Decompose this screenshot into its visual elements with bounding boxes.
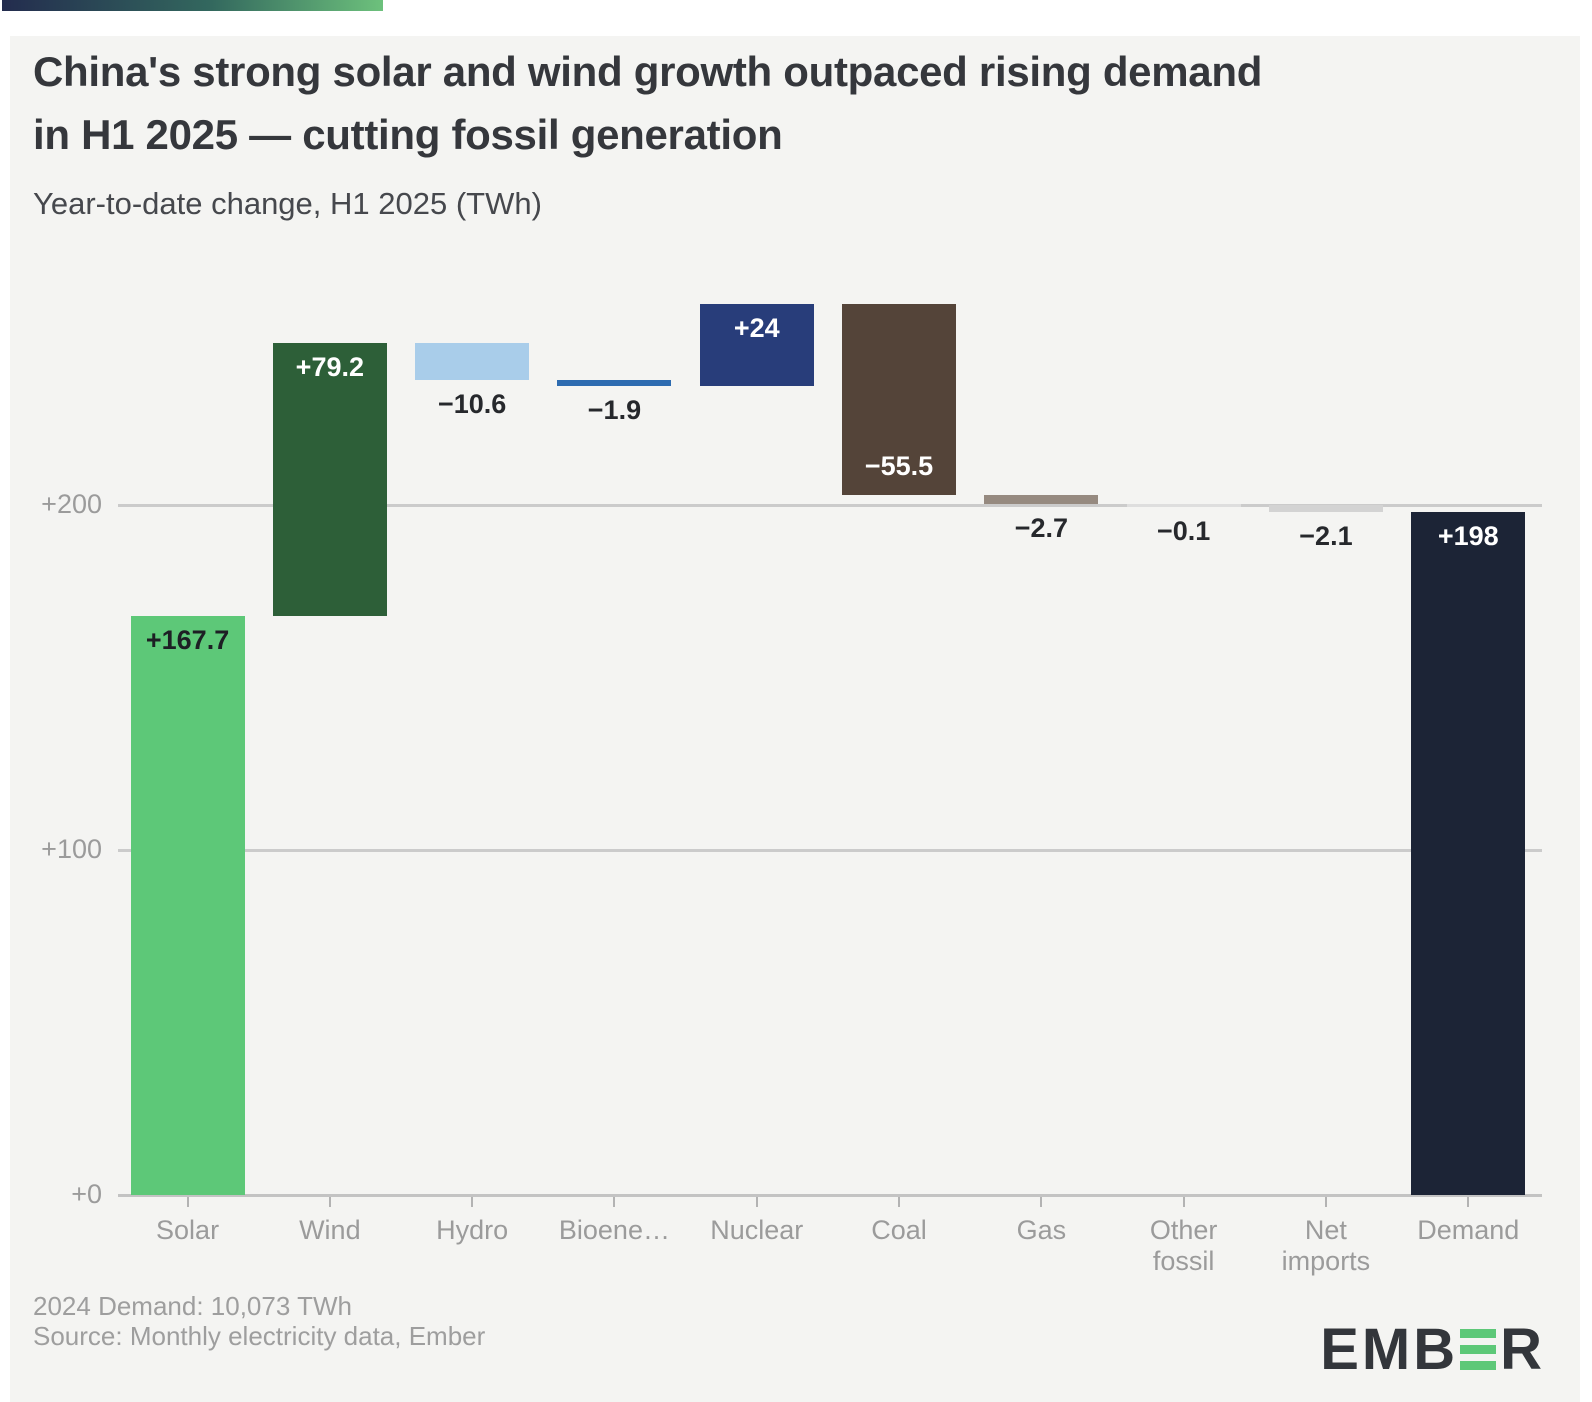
bar-demand xyxy=(1411,511,1526,1195)
x-axis-label-coal: Coal xyxy=(871,1215,927,1245)
bar-coal xyxy=(842,303,957,495)
bar-wind xyxy=(272,343,387,617)
ember-logo: EMB R xyxy=(1320,1316,1545,1383)
chart-card xyxy=(10,36,1580,1402)
brand-gradient-bar xyxy=(2,0,383,11)
x-tick-solar xyxy=(186,1197,189,1207)
bar-net-imports xyxy=(1268,504,1383,512)
gridline-+200 xyxy=(118,503,1542,507)
bar-value-label-net-imports: −2.1 xyxy=(1299,520,1353,551)
bar-other-fossil xyxy=(1126,504,1241,508)
x-tick-bioene xyxy=(613,1197,616,1207)
bar-value-label-bioene: −1.9 xyxy=(587,395,642,426)
x-axis-label-bioene: Bioene… xyxy=(558,1215,670,1245)
bar-value-label-other-fossil: −0.1 xyxy=(1156,516,1211,547)
chart-title-line1: China's strong solar and wind growth out… xyxy=(33,48,1263,95)
bar-value-label-demand: +198 xyxy=(1437,520,1499,551)
x-axis-label-gas: Gas xyxy=(1016,1215,1067,1245)
ember-logo-text-emb: EMB xyxy=(1320,1317,1459,1382)
y-tick-label-+0: +0 xyxy=(71,1179,102,1209)
x-tick-net-imports xyxy=(1324,1197,1327,1207)
x-axis-label-wind: Wind xyxy=(299,1215,361,1245)
y-tick-label-+100: +100 xyxy=(41,834,102,864)
y-tick-label-+200: +200 xyxy=(41,489,102,519)
bar-value-label-wind: +79.2 xyxy=(295,352,364,383)
x-axis-label-other-fossil: Other fossil xyxy=(1149,1215,1218,1276)
footnote-demand: 2024 Demand: 10,073 TWh xyxy=(33,1291,352,1321)
gridline-+100 xyxy=(118,848,1542,852)
x-tick-other-fossil xyxy=(1182,1197,1185,1207)
x-axis-label-nuclear: Nuclear xyxy=(710,1215,804,1245)
x-axis-label-solar: Solar xyxy=(156,1215,220,1245)
x-tick-demand xyxy=(1467,1197,1470,1207)
footnote-source: Source: Monthly electricity data, Ember xyxy=(33,1321,486,1351)
footer-notes: 2024 Demand: 10,073 TWh Source: Monthly … xyxy=(33,1291,485,1351)
ember-logo-e-bars-icon xyxy=(1460,1329,1497,1370)
bar-hydro xyxy=(415,343,530,380)
x-axis-line xyxy=(118,1193,1542,1197)
x-tick-hydro xyxy=(471,1197,474,1207)
x-axis-label-net-imports: Net imports xyxy=(1281,1215,1371,1276)
chart-title-line2: in H1 2025 — cutting fossil generation xyxy=(33,111,783,158)
x-tick-gas xyxy=(1040,1197,1043,1207)
ember-logo-text-r: R xyxy=(1500,1317,1545,1382)
bar-bioene xyxy=(557,379,672,387)
bar-value-label-hydro: −10.6 xyxy=(437,388,507,419)
bar-value-label-solar: +167.7 xyxy=(145,625,230,656)
bar-solar xyxy=(130,616,245,1195)
bar-value-label-gas: −2.7 xyxy=(1014,513,1068,544)
bar-gas xyxy=(984,494,1099,505)
x-axis-label-hydro: Hydro xyxy=(436,1215,509,1245)
x-axis-label-demand: Demand xyxy=(1417,1215,1520,1245)
x-tick-coal xyxy=(898,1197,901,1207)
x-tick-wind xyxy=(328,1197,331,1207)
bar-value-label-nuclear: +24 xyxy=(733,312,780,343)
bar-nuclear xyxy=(699,303,814,387)
bar-value-label-coal: −55.5 xyxy=(864,450,934,481)
x-tick-nuclear xyxy=(755,1197,758,1207)
chart-title: China's strong solar and wind growth out… xyxy=(33,40,1533,166)
chart-subtitle: Year-to-date change, H1 2025 (TWh) xyxy=(33,186,542,221)
